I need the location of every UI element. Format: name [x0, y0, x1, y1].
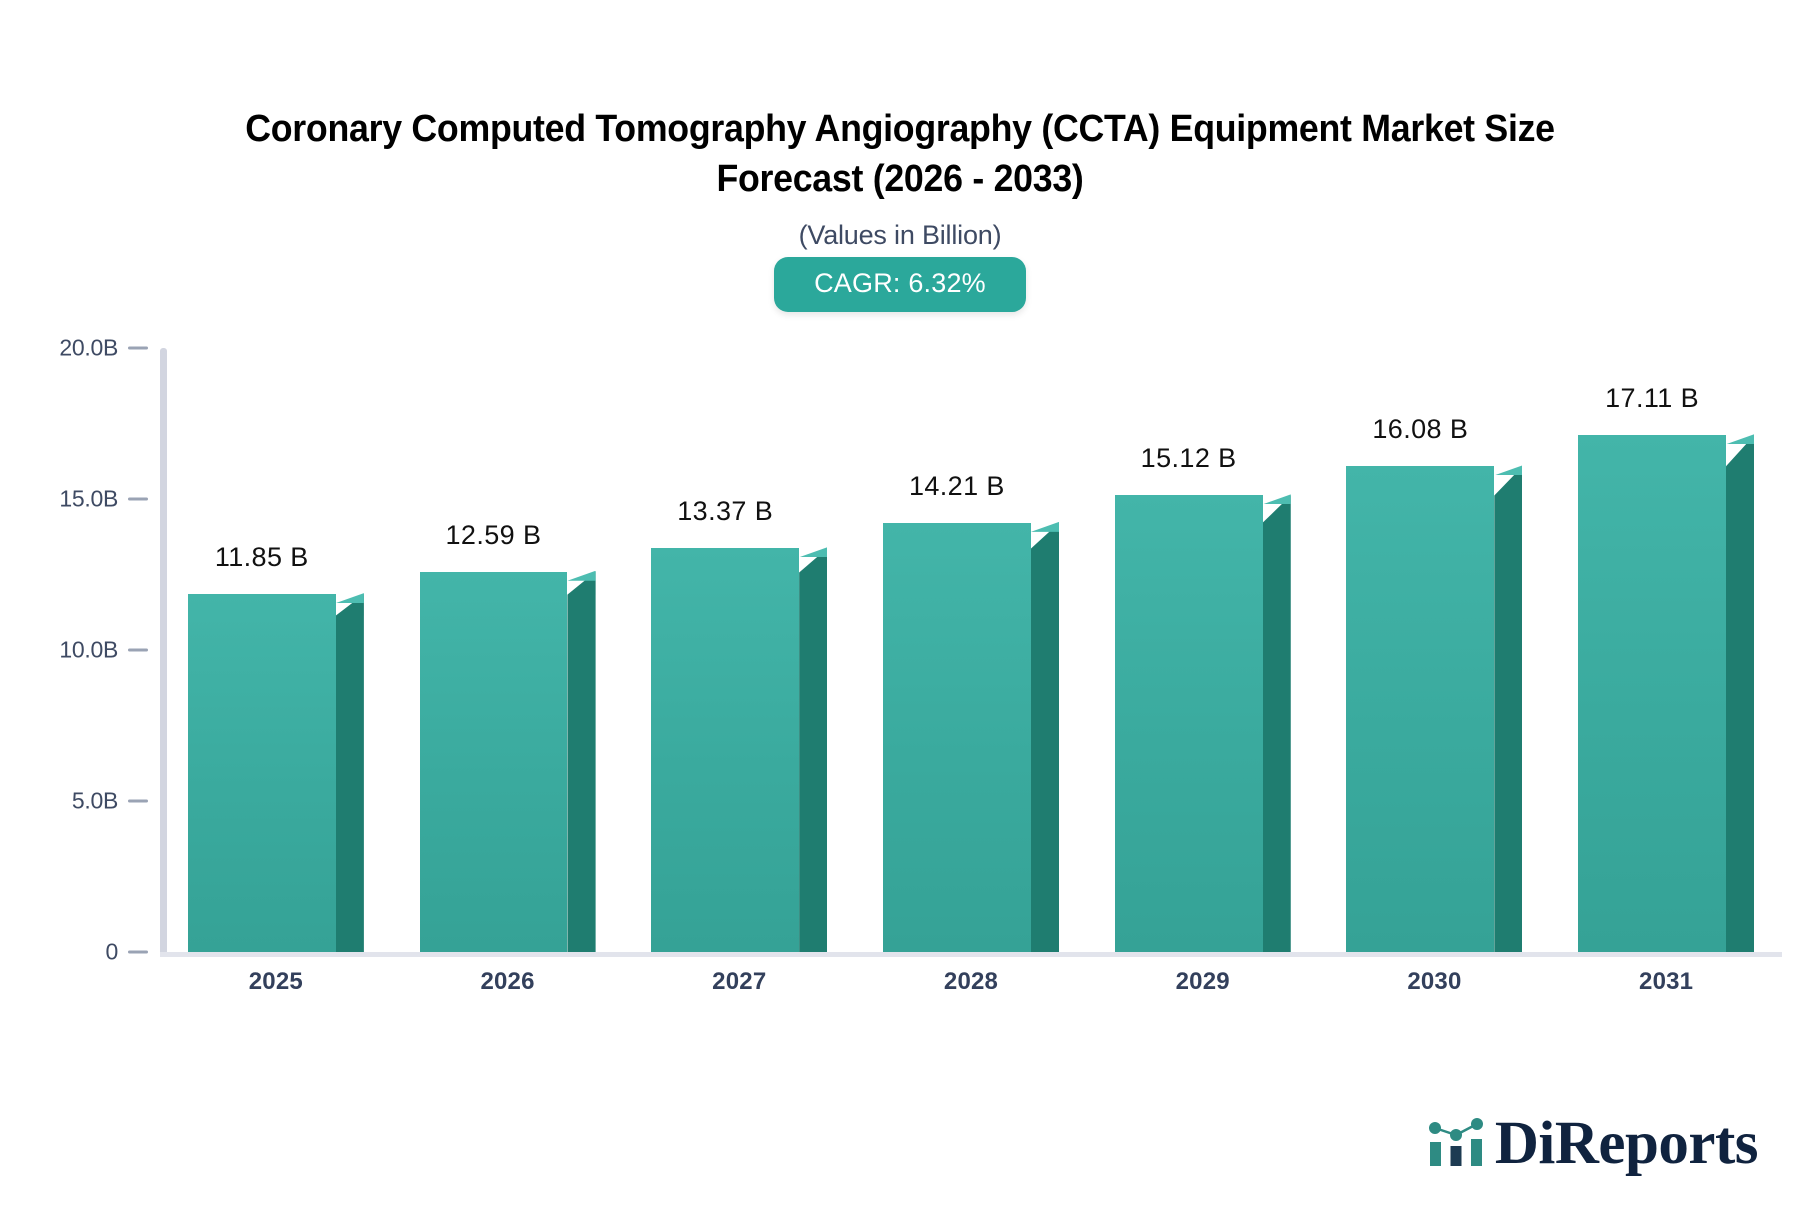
bar-2026[interactable] [419, 570, 596, 952]
bar-side-face [1262, 495, 1291, 952]
bar-2025[interactable] [187, 593, 364, 952]
bar-front-face [1578, 435, 1726, 952]
x-axis-tick-label: 2028 [943, 968, 999, 995]
bar-2028[interactable] [882, 521, 1060, 952]
bar-side-face [335, 594, 364, 952]
bar-side-face [1030, 522, 1060, 952]
cagr-badge: CAGR: 6.32% [774, 257, 1026, 313]
y-axis-tick-mark [128, 950, 148, 954]
x-axis-spine [160, 952, 1782, 957]
logo-wordmark: DiReports [1494, 1110, 1759, 1177]
bar-top-face [799, 547, 828, 558]
bar-value-label: 12.59 B [445, 519, 542, 550]
bar-top-face [1262, 494, 1291, 505]
bar-value-label: 15.12 B [1140, 443, 1237, 474]
bar-2031[interactable] [1578, 434, 1755, 952]
bar-front-face [1114, 495, 1263, 952]
bar-top-face [335, 593, 364, 604]
page-title: Coronary Computed Tomography Angiography… [245, 108, 1555, 201]
bar-front-face [1346, 466, 1495, 952]
x-axis-tick-label: 2029 [1175, 968, 1230, 995]
bar-side-face [567, 571, 596, 952]
chart-subtitle: (Values in Billion) [798, 220, 1002, 251]
direports-logo: DiReports [1427, 1110, 1759, 1177]
y-axis-tick-mark [128, 346, 148, 350]
y-axis-tick-label: 20.0B [59, 334, 118, 361]
bar-top-face [1494, 465, 1523, 476]
x-axis-tick-label: 2030 [1407, 968, 1462, 995]
bar-front-face [651, 548, 800, 952]
y-axis-tick-mark [128, 497, 148, 501]
bar-column[interactable] [651, 348, 828, 952]
y-axis-spine [160, 348, 167, 956]
x-axis-tick-label: 2026 [480, 968, 535, 995]
bar-column[interactable] [1346, 348, 1523, 952]
chart-header: Coronary Computed Tomography Angiography… [0, 0, 1800, 313]
bar-side-face [1494, 466, 1523, 952]
bar-chart-line-icon [1427, 1115, 1485, 1172]
bar-front-face [419, 571, 568, 952]
bar-front-face [882, 522, 1031, 952]
bar-top-face [567, 570, 596, 581]
y-axis-tick-label: 15.0B [59, 485, 118, 512]
bar-side-face [799, 548, 828, 952]
bar-top-face [1726, 434, 1755, 445]
x-axis-tick-label: 2027 [712, 968, 767, 995]
bar-column[interactable] [882, 348, 1060, 952]
x-axis-tick-label: 2025 [248, 968, 303, 995]
bar-top-face [1030, 521, 1060, 532]
x-axis-tick-label: 2031 [1639, 968, 1694, 995]
bar-column[interactable] [419, 348, 596, 952]
bar-value-label: 14.21 B [908, 470, 1005, 501]
bar-value-label: 11.85 B [214, 542, 309, 573]
y-axis-tick-label: 5.0B [71, 787, 118, 814]
bar-series [160, 348, 1782, 952]
bar-2029[interactable] [1114, 494, 1291, 952]
bar-side-face [1726, 435, 1755, 952]
y-axis-tick-mark [128, 799, 148, 803]
bar-column[interactable] [1114, 348, 1291, 952]
bar-front-face [187, 594, 336, 952]
bar-value-label: 16.08 B [1372, 414, 1469, 445]
bar-2030[interactable] [1346, 465, 1523, 952]
bar-2027[interactable] [651, 547, 828, 952]
bar-column[interactable] [187, 348, 364, 952]
y-axis-tick-label: 0 [105, 938, 119, 965]
bar-column[interactable] [1578, 348, 1755, 952]
y-axis-tick-mark [128, 648, 148, 652]
cagr-badge-wrapper: CAGR: 6.32% [0, 257, 1800, 313]
y-axis-tick-label: 10.0B [59, 636, 118, 663]
bar-value-label: 13.37 B [677, 496, 774, 527]
bar-value-label: 17.11 B [1605, 383, 1699, 414]
